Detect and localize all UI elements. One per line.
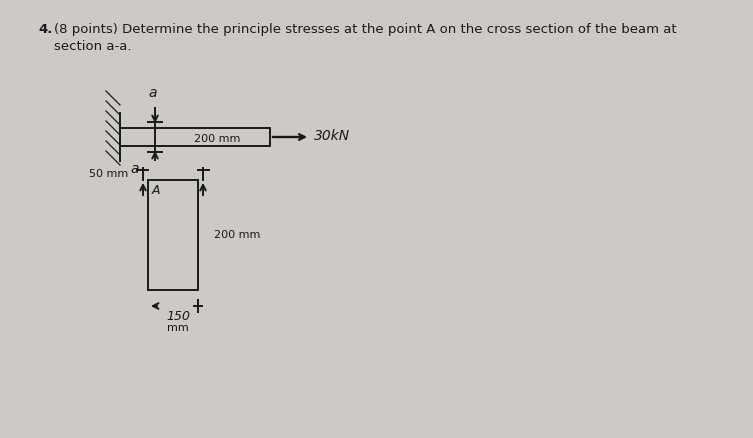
Text: a: a bbox=[149, 86, 157, 100]
Text: (8 points) Determine the principle stresses at the point A on the cross section : (8 points) Determine the principle stres… bbox=[54, 23, 677, 36]
Text: 30kN: 30kN bbox=[314, 129, 350, 143]
Text: 200 mm: 200 mm bbox=[194, 134, 241, 144]
Text: 200 mm: 200 mm bbox=[214, 230, 261, 240]
Text: a: a bbox=[131, 162, 139, 176]
Text: A: A bbox=[152, 184, 160, 197]
Bar bbox=[148, 180, 198, 290]
Text: section a-a.: section a-a. bbox=[54, 40, 132, 53]
Bar bbox=[120, 128, 270, 146]
Text: 150: 150 bbox=[166, 310, 190, 323]
Text: 50 mm: 50 mm bbox=[89, 169, 128, 179]
Text: 4.: 4. bbox=[38, 23, 53, 36]
Text: mm: mm bbox=[167, 323, 189, 333]
